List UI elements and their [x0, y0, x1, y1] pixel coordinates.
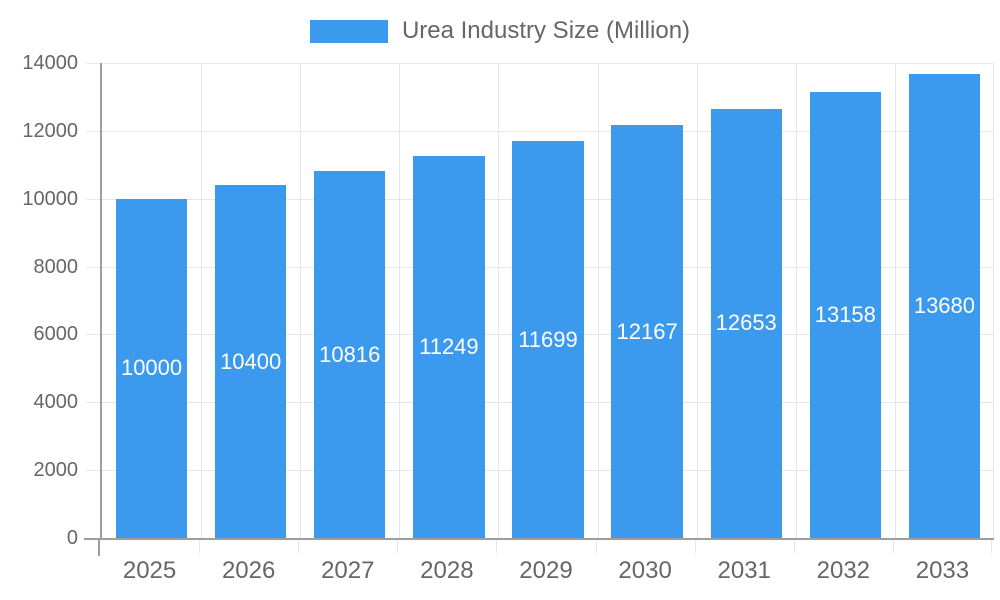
v-gridline: [300, 63, 302, 538]
legend-label: Urea Industry Size (Million): [401, 17, 691, 44]
y-axis-label: 10000: [22, 187, 78, 210]
y-axis-label: 8000: [33, 255, 79, 278]
v-gridline: [696, 63, 698, 538]
bar-value-label: 10400: [220, 348, 282, 374]
x-axis-tick: [991, 540, 992, 553]
y-axis-tick: [86, 402, 100, 404]
x-axis-label: 2026: [221, 557, 276, 584]
bar: 12653: [710, 108, 782, 538]
x-axis-label: 2031: [717, 557, 771, 584]
bar: 11699: [512, 141, 584, 538]
x-axis-label: 2025: [122, 557, 177, 584]
bar-value-label: 10816: [319, 341, 381, 367]
v-gridline: [993, 63, 994, 538]
chart-legend[interactable]: Urea Industry Size (Million): [0, 17, 1000, 45]
y-axis-tick: [86, 130, 100, 132]
h-gridline: [102, 130, 994, 132]
x-axis-label: 2032: [816, 557, 871, 584]
x-axis-label: 2027: [321, 557, 375, 584]
x-axis-tick: [298, 540, 300, 553]
x-axis-tick: [595, 540, 597, 553]
x-axis-label: 2029: [519, 557, 573, 584]
x-axis-tick: [496, 540, 498, 553]
bar: 10816: [314, 171, 386, 538]
bar-value-label: 11249: [419, 334, 479, 360]
y-axis-tick: [84, 538, 100, 540]
bar: 13680: [908, 73, 981, 538]
v-gridline: [795, 63, 797, 538]
y-axis-tick: [86, 334, 100, 336]
bar: 11249: [413, 156, 485, 538]
bar: 10000: [115, 198, 188, 538]
bar-value-label: 13158: [814, 301, 876, 327]
y-axis-tick: [86, 63, 100, 64]
x-axis-tick: [892, 540, 894, 553]
v-gridline: [498, 63, 500, 538]
v-gridline: [201, 63, 203, 538]
x-axis-label: 2030: [618, 557, 672, 584]
x-axis-label: 2033: [915, 557, 970, 584]
bar: 10400: [214, 185, 287, 538]
bar: 13158: [809, 91, 881, 538]
bar-value-label: 12653: [715, 310, 777, 336]
bar-value-label: 13680: [913, 292, 976, 318]
bar-value-label: 12167: [616, 318, 678, 344]
y-axis-label: 12000: [22, 119, 78, 142]
y-axis-label: 0: [66, 527, 78, 549]
v-gridline: [894, 63, 896, 538]
x-axis-tick: [397, 540, 399, 553]
y-axis-tick: [86, 198, 100, 200]
bar-value-label: 11699: [518, 326, 578, 352]
y-axis-label: 14000: [22, 52, 78, 74]
x-axis-tick: [98, 540, 100, 556]
legend-swatch: [309, 19, 388, 43]
y-axis-label: 4000: [33, 391, 79, 414]
y-axis-tick: [86, 470, 100, 472]
y-axis-label: 2000: [33, 459, 79, 482]
x-axis-tick: [199, 540, 201, 553]
bar: 12167: [611, 125, 683, 538]
x-axis-tick: [793, 540, 795, 553]
v-gridline: [597, 63, 599, 538]
x-axis-label: 2028: [420, 557, 474, 584]
y-axis-label: 6000: [33, 323, 79, 346]
plot-area: 10000 10400 10816 11249 11699 12167 12653 13158…: [100, 63, 994, 540]
v-gridline: [399, 63, 401, 538]
y-axis-tick: [86, 266, 100, 268]
bar-value-label: 10000: [120, 355, 183, 381]
x-axis-tick: [694, 540, 696, 553]
h-gridline: [102, 63, 994, 64]
